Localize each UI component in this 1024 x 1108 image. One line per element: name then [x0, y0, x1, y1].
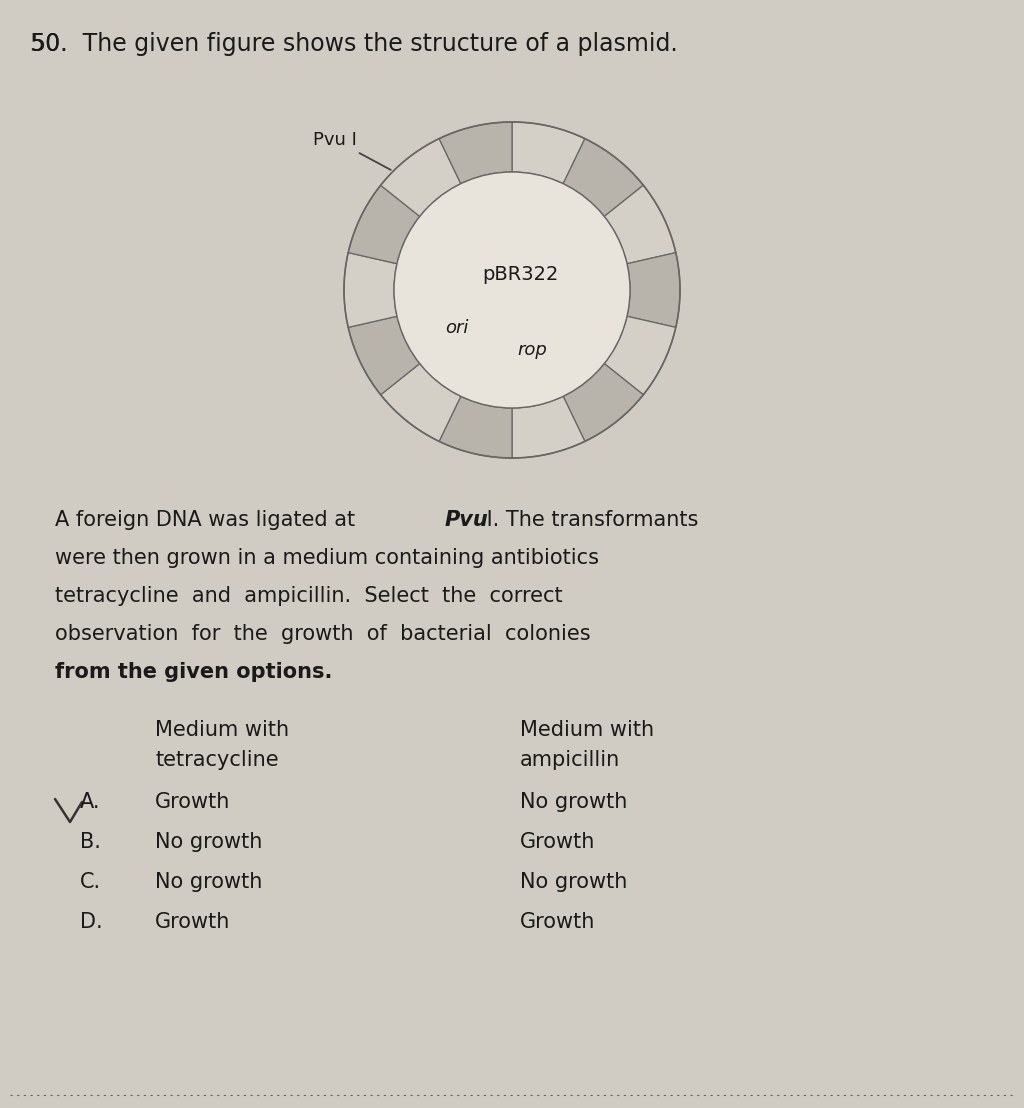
Text: Pvu I: Pvu I — [313, 131, 391, 170]
Text: Pvu: Pvu — [445, 510, 488, 530]
Text: A.: A. — [80, 792, 100, 812]
Text: Growth: Growth — [155, 912, 230, 932]
Text: 50.: 50. — [30, 32, 68, 57]
Text: 50.  The given figure shows the structure of a plasmid.: 50. The given figure shows the structure… — [30, 32, 678, 57]
Text: Growth: Growth — [155, 792, 230, 812]
Wedge shape — [439, 122, 512, 184]
Wedge shape — [348, 316, 420, 394]
Text: from the given options.: from the given options. — [55, 661, 333, 683]
Text: B.: B. — [80, 832, 101, 852]
Wedge shape — [512, 122, 585, 184]
Wedge shape — [512, 397, 585, 458]
Text: C.: C. — [80, 872, 101, 892]
Text: pBR322: pBR322 — [482, 266, 558, 285]
Circle shape — [394, 172, 630, 408]
Text: I. The transformants: I. The transformants — [480, 510, 698, 530]
Text: observation  for  the  growth  of  bacterial  colonies: observation for the growth of bacterial … — [55, 624, 591, 644]
Wedge shape — [348, 185, 420, 264]
Wedge shape — [604, 316, 676, 394]
Text: tetracycline  and  ampicillin.  Select  the  correct: tetracycline and ampicillin. Select the … — [55, 586, 562, 606]
Wedge shape — [563, 363, 643, 441]
Text: No growth: No growth — [155, 832, 262, 852]
Text: ampicillin: ampicillin — [520, 750, 621, 770]
Wedge shape — [439, 397, 512, 458]
Wedge shape — [627, 253, 680, 327]
Text: Growth: Growth — [520, 832, 595, 852]
Text: were then grown in a medium containing antibiotics: were then grown in a medium containing a… — [55, 548, 599, 568]
Text: D.: D. — [80, 912, 102, 932]
Wedge shape — [344, 253, 397, 327]
Wedge shape — [381, 363, 461, 441]
Wedge shape — [563, 138, 643, 216]
Text: tetracycline: tetracycline — [155, 750, 279, 770]
Text: No growth: No growth — [520, 792, 628, 812]
Wedge shape — [381, 138, 461, 216]
Text: Medium with: Medium with — [520, 720, 654, 740]
Text: rop: rop — [517, 341, 547, 359]
Text: A foreign DNA was ligated at: A foreign DNA was ligated at — [55, 510, 361, 530]
Text: ori: ori — [445, 319, 469, 337]
Text: No growth: No growth — [155, 872, 262, 892]
Text: Growth: Growth — [520, 912, 595, 932]
Text: Medium with: Medium with — [155, 720, 289, 740]
Wedge shape — [604, 185, 676, 264]
Text: No growth: No growth — [520, 872, 628, 892]
